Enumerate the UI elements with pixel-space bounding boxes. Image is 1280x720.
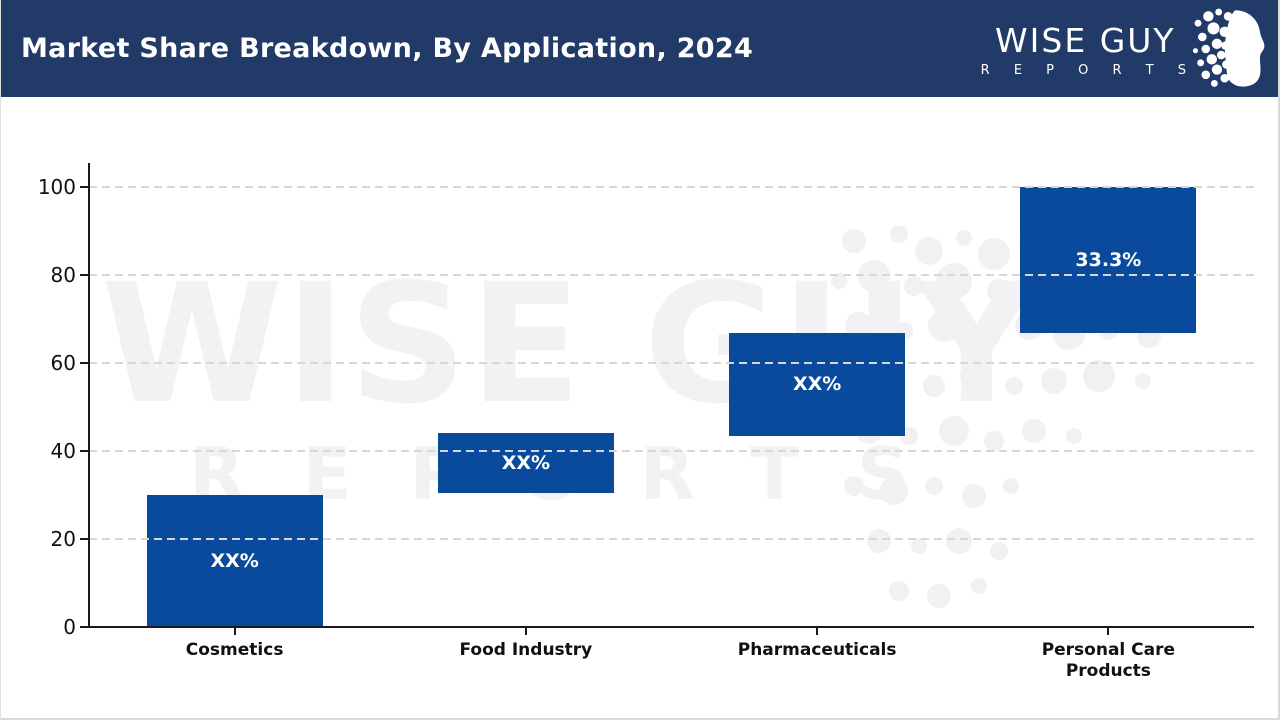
gridline-y-100 bbox=[89, 186, 1254, 188]
gridline-y-80 bbox=[89, 274, 1254, 276]
y-axis-tick-label-0: 0 bbox=[63, 615, 76, 639]
x-axis-tick-food-industry bbox=[524, 628, 527, 635]
x-axis-category-label-food-industry: Food Industry bbox=[459, 640, 593, 660]
y-axis-tick-0 bbox=[80, 626, 88, 628]
bar-value-label-personal-care-products: 33.3% bbox=[1075, 249, 1142, 272]
bar-pharmaceuticals bbox=[729, 333, 906, 436]
bar-cosmetics bbox=[146, 495, 323, 627]
header-bar: Market Share Breakdown, By Application, … bbox=[1, 0, 1278, 97]
y-axis-tick-40 bbox=[80, 450, 88, 452]
logo-wiseguy-label: WISE GUY bbox=[995, 20, 1176, 60]
logo-reports-label: R E P O R T S bbox=[980, 62, 1196, 78]
x-axis-category-label-cosmetics: Cosmetics bbox=[185, 640, 284, 660]
bar-value-label-food-industry: XX% bbox=[501, 452, 551, 475]
y-axis-tick-label-80: 80 bbox=[50, 263, 76, 287]
gridline-y-20 bbox=[89, 538, 1254, 540]
x-axis-tick-personal-care-products bbox=[1107, 628, 1110, 635]
bar-food-industry bbox=[437, 433, 614, 493]
y-axis-line bbox=[88, 163, 90, 628]
x-axis-line bbox=[89, 626, 1254, 628]
x-axis-tick-pharmaceuticals bbox=[816, 628, 819, 635]
gridline-y-40 bbox=[89, 450, 1254, 452]
y-axis-tick-100 bbox=[80, 186, 88, 188]
y-axis-tick-label-60: 60 bbox=[50, 351, 76, 375]
y-axis-tick-80 bbox=[80, 274, 88, 276]
x-axis-tick-cosmetics bbox=[233, 628, 236, 635]
x-axis-category-label-personal-care-products: Personal Care Products bbox=[1041, 640, 1176, 682]
logo-head-icon bbox=[1192, 8, 1265, 87]
y-axis-tick-label-40: 40 bbox=[50, 439, 76, 463]
y-axis-tick-20 bbox=[80, 538, 88, 540]
plot-area: XX% XX% XX% 33.3% 0 20 40 60 80 100 Cosmetics Food … bbox=[1, 97, 1280, 720]
logo-text: WISE GUY R E P O R T S bbox=[975, 21, 1196, 78]
y-axis-tick-label-20: 20 bbox=[50, 527, 76, 551]
bar-personal-care-products bbox=[1020, 187, 1197, 334]
y-axis-tick-60 bbox=[80, 362, 88, 364]
gridline-y-60 bbox=[89, 362, 1254, 364]
chart-title: Market Share Breakdown, By Application, … bbox=[21, 33, 754, 64]
bar-value-label-pharmaceuticals: XX% bbox=[792, 373, 842, 396]
wise-guy-reports-logo: WISE GUY R E P O R T S bbox=[975, 6, 1268, 92]
y-axis-tick-label-100: 100 bbox=[37, 175, 76, 199]
bar-value-label-cosmetics: XX% bbox=[210, 550, 259, 572]
x-axis-category-label-pharmaceuticals: Pharmaceuticals bbox=[737, 640, 897, 660]
